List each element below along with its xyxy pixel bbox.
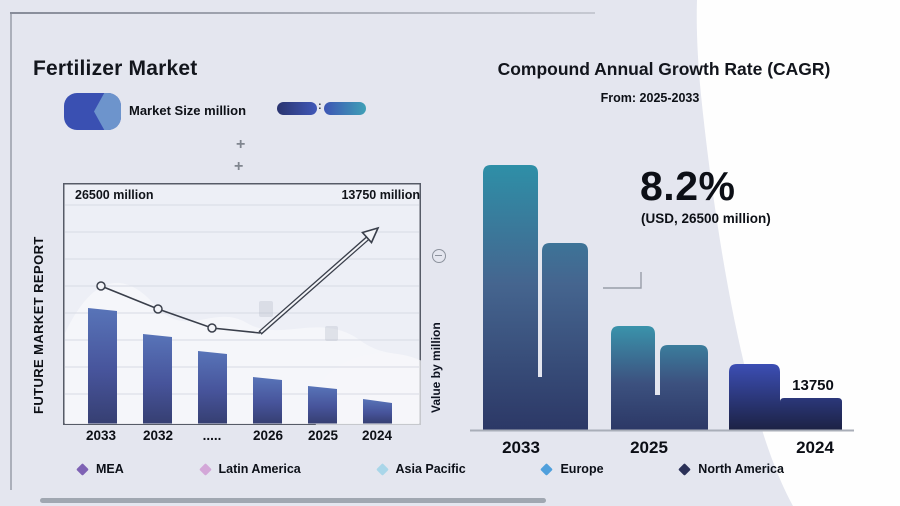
market-size-bar-chart (63, 183, 421, 425)
bar-value-label-13750: 13750 (792, 377, 834, 394)
x-label-2033: 2033 (85, 428, 117, 443)
bar-dots (198, 351, 227, 424)
market-size-pill-icon (64, 93, 121, 130)
mea-diamond-icon (76, 462, 89, 476)
ratio-pill-right-icon (324, 102, 366, 115)
region-legend: MEA Latin America Asia Pacific Europe No… (76, 462, 784, 476)
legend-label-mea: MEA (96, 462, 124, 476)
annotation-end-value: 13750 million (341, 188, 420, 202)
bar-2025 (308, 386, 337, 424)
legend-item-mea: MEA (76, 462, 124, 476)
bar-2033 (88, 308, 117, 424)
bar-2024 (363, 399, 392, 424)
x-label-2025: 2025 (307, 428, 339, 443)
europe-diamond-icon (540, 462, 554, 476)
legend-label-asia-pacific: Asia Pacific (395, 462, 466, 476)
annotation-start-value: 26500 million (75, 188, 154, 202)
legend-label-north-america: North America (698, 462, 784, 476)
growth-arrow (258, 226, 380, 335)
market-size-bars (88, 308, 392, 424)
cagr-bar-chart: 2033 2025 2024 13750 (470, 165, 854, 457)
legend-item-asia-pacific: Asia Pacific (375, 462, 466, 476)
bar-pair-2025 (611, 326, 708, 430)
value-axis-label: Value by million (429, 322, 443, 413)
legend-item-europe: Europe (540, 462, 604, 476)
latin-america-diamond-icon (198, 462, 212, 476)
asia-pacific-diamond-icon (375, 462, 389, 476)
trend-line (100, 285, 261, 334)
x-label-dots: ..... (202, 428, 222, 443)
x-label-2026: 2026 (252, 428, 284, 443)
market-size-legend-label: Market Size million (129, 103, 247, 118)
bar-pair-2024 (729, 364, 842, 430)
gridlines (65, 204, 419, 395)
pill-hexagon-overlay (94, 93, 121, 130)
bar-2032 (143, 334, 172, 424)
ratio-separator: : (318, 100, 322, 112)
future-market-report-watermark: FUTURE MARKET REPORT (31, 236, 46, 414)
frame-left-line (10, 12, 12, 490)
bar-2026 (253, 377, 282, 424)
cagr-x-label-2025: 2025 (630, 438, 668, 457)
cagr-title: Compound Annual Growth Rate (CAGR) (497, 59, 831, 79)
plus-decoration-bottom: + (234, 158, 244, 175)
minus-circle-icon (432, 249, 446, 263)
cagr-x-label-2024: 2024 (796, 438, 834, 457)
x-label-2024: 2024 (361, 428, 393, 443)
ratio-pill-left-icon (277, 102, 317, 115)
legend-item-north-america: North America (678, 462, 784, 476)
legend-item-latin-america: Latin America (198, 462, 301, 476)
bar-pair-2033 (483, 165, 588, 430)
faint-building-icons (259, 301, 338, 341)
legend-label-latin-america: Latin America (218, 462, 301, 476)
corner-bracket-decoration (603, 272, 642, 289)
cagr-x-label-2033: 2033 (502, 438, 540, 457)
cagr-subtitle: From: 2025-2033 (600, 91, 700, 105)
north-america-diamond-icon (678, 462, 692, 476)
plus-decoration-top: + (236, 136, 246, 153)
bottom-edge-strip (40, 498, 546, 503)
blob-watermark (313, 353, 421, 425)
page-title: Fertilizer Market (33, 57, 198, 80)
cagr-percentage: 8.2% (640, 163, 736, 209)
frame-top-line (10, 12, 595, 14)
trend-markers (96, 281, 217, 333)
cagr-basis-note: (USD, 26500 million) (641, 211, 771, 226)
legend-label-europe: Europe (560, 462, 604, 476)
x-label-2032: 2032 (142, 428, 174, 443)
